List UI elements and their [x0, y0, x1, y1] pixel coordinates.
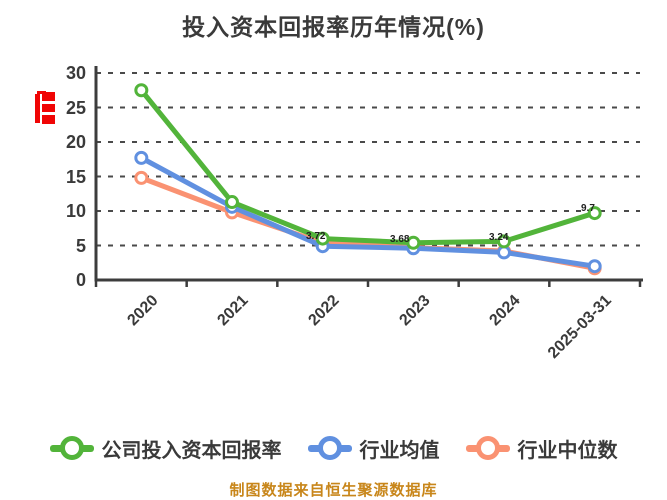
data-source-note: 制图数据来自恒生聚源数据库 [229, 482, 438, 499]
point-label: 3.72 [306, 231, 326, 242]
legend-marker-icon [307, 435, 352, 461]
series-line-company [138, 87, 598, 246]
data-point-company [134, 83, 149, 98]
legend-label: 公司投入资本回报率 [101, 439, 282, 462]
legend-label: 行业中位数 [517, 439, 618, 462]
legend-item-industry-avg[interactable]: 行业均值 [307, 434, 440, 463]
point-label: 3.24 [489, 232, 509, 243]
line-chart-plot [94, 66, 643, 287]
data-point-company [225, 195, 239, 210]
legend-marker-icon [465, 435, 510, 461]
series-line-industry-avg [138, 155, 598, 269]
data-point-company [587, 206, 602, 221]
y-axis-label: 5 [75, 235, 86, 256]
y-axis-label: 25 [65, 97, 86, 118]
data-point-industry-median [134, 170, 149, 185]
y-axis-label: 20 [65, 132, 86, 152]
y-axis-label: 15 [65, 166, 86, 187]
data-point-company [406, 235, 421, 250]
data-point-industry-avg [497, 245, 511, 260]
point-label: 9.7 [581, 203, 595, 214]
data-point-industry-avg [134, 150, 149, 165]
chart-title: 投入资本回报率历年情况(%) [182, 14, 485, 40]
red-stamp-icon [34, 91, 56, 125]
y-axis-label: 30 [65, 63, 86, 83]
data-point-industry-avg [587, 259, 602, 274]
data-point-company [315, 231, 330, 246]
legend-item-industry-median[interactable]: 行业中位数 [465, 434, 618, 463]
data-point-company [497, 234, 511, 249]
y-axis-label: 0 [75, 270, 86, 290]
legend-marker-icon [49, 435, 94, 461]
legend-item-company[interactable]: 公司投入资本回报率 [49, 434, 282, 463]
legend-label: 行业均值 [359, 439, 440, 462]
y-axis-label: 10 [65, 201, 86, 221]
point-label: 3.68 [390, 234, 410, 245]
legend: 公司投入资本回报率 行业均值 行业中位数 [0, 432, 667, 464]
